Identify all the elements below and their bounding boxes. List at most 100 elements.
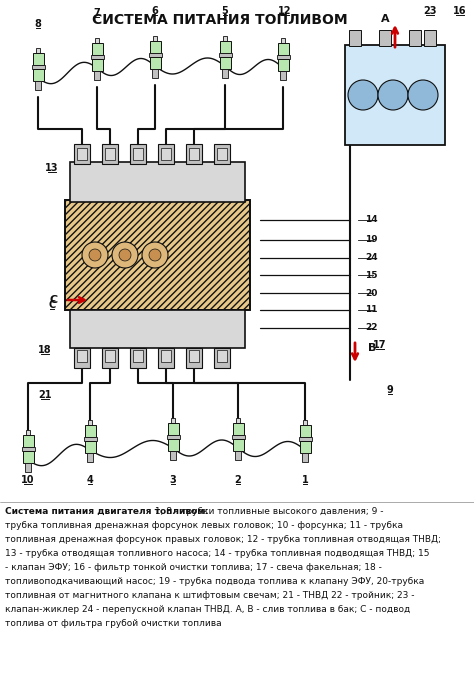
Bar bbox=[77, 350, 87, 362]
Text: топливоподкачивающий насос; 19 - трубка подвода топлива к клапану ЭФУ, 20-трубка: топливоподкачивающий насос; 19 - трубка … bbox=[5, 577, 424, 586]
Bar bbox=[345, 45, 445, 145]
Bar bbox=[223, 36, 227, 41]
Bar bbox=[92, 43, 103, 55]
Circle shape bbox=[149, 249, 161, 261]
Bar bbox=[278, 60, 289, 71]
Circle shape bbox=[142, 242, 168, 268]
Text: 22: 22 bbox=[365, 324, 377, 332]
Bar bbox=[88, 420, 91, 425]
Text: 6: 6 bbox=[152, 6, 158, 16]
Bar bbox=[167, 435, 180, 439]
Text: 8: 8 bbox=[35, 19, 41, 29]
Bar bbox=[278, 43, 289, 55]
Bar bbox=[102, 144, 118, 164]
Bar bbox=[161, 148, 171, 160]
Text: A: A bbox=[382, 14, 390, 24]
Bar bbox=[217, 148, 227, 160]
Bar bbox=[130, 144, 146, 164]
Bar bbox=[32, 65, 45, 69]
Text: Система питания двигателя топливом:: Система питания двигателя топливом: bbox=[5, 507, 208, 516]
Text: 19: 19 bbox=[365, 236, 378, 244]
Bar bbox=[189, 148, 199, 160]
Circle shape bbox=[119, 249, 131, 261]
Bar bbox=[424, 30, 436, 46]
Bar bbox=[158, 144, 174, 164]
Bar bbox=[220, 58, 231, 69]
Text: 1: 1 bbox=[301, 475, 309, 485]
Bar bbox=[152, 69, 158, 78]
Circle shape bbox=[348, 80, 378, 110]
Bar bbox=[168, 423, 179, 435]
Bar bbox=[92, 60, 103, 71]
Bar bbox=[214, 144, 230, 164]
Text: C: C bbox=[48, 300, 55, 310]
Bar bbox=[170, 451, 176, 460]
Bar bbox=[74, 144, 90, 164]
Text: 20: 20 bbox=[365, 288, 377, 297]
Bar bbox=[133, 148, 143, 160]
Bar bbox=[217, 350, 227, 362]
Bar bbox=[65, 200, 250, 310]
Bar bbox=[349, 30, 361, 46]
Bar bbox=[186, 348, 202, 368]
Text: 11: 11 bbox=[365, 305, 377, 315]
Bar bbox=[301, 453, 309, 462]
Bar bbox=[33, 69, 44, 81]
Bar bbox=[300, 441, 311, 453]
Bar bbox=[233, 439, 244, 451]
Bar bbox=[102, 348, 118, 368]
Text: 16: 16 bbox=[453, 6, 467, 16]
Text: 14: 14 bbox=[365, 215, 378, 225]
Text: 4: 4 bbox=[87, 475, 93, 485]
Text: 5: 5 bbox=[222, 6, 228, 16]
Text: 7: 7 bbox=[94, 8, 100, 18]
Bar bbox=[133, 350, 143, 362]
Text: топлива от фильтра грубой очистки топлива: топлива от фильтра грубой очистки топлив… bbox=[5, 619, 222, 628]
Bar bbox=[74, 348, 90, 368]
Text: 10: 10 bbox=[21, 475, 35, 485]
Circle shape bbox=[112, 242, 138, 268]
Text: 17: 17 bbox=[373, 340, 387, 350]
Bar bbox=[409, 30, 421, 46]
Text: 23: 23 bbox=[423, 6, 437, 16]
Bar bbox=[22, 447, 35, 452]
Text: B: B bbox=[368, 343, 376, 353]
Bar bbox=[33, 53, 44, 65]
Circle shape bbox=[378, 80, 408, 110]
Bar bbox=[280, 71, 286, 80]
Bar bbox=[214, 348, 230, 368]
Bar bbox=[220, 41, 231, 53]
Text: 1, 8 - трубки топливные высокого давления; 9 -: 1, 8 - трубки топливные высокого давлени… bbox=[152, 507, 383, 516]
Text: 13 - трубка отводящая топливного насоса; 14 - трубка топливная подводящая ТНВД; : 13 - трубка отводящая топливного насоса;… bbox=[5, 549, 429, 558]
Circle shape bbox=[408, 80, 438, 110]
Bar bbox=[23, 452, 34, 463]
Bar bbox=[299, 437, 312, 441]
Text: 12: 12 bbox=[278, 6, 292, 16]
Bar bbox=[70, 310, 245, 348]
Bar bbox=[235, 451, 241, 460]
Bar bbox=[171, 418, 175, 423]
Text: топливная дренажная форсунок правых головок; 12 - трубка топливная отводящая ТНВ: топливная дренажная форсунок правых голо… bbox=[5, 535, 441, 544]
Bar bbox=[237, 418, 240, 423]
Text: 15: 15 bbox=[365, 271, 377, 280]
Bar bbox=[65, 200, 250, 310]
Bar bbox=[25, 463, 31, 472]
Bar bbox=[95, 38, 99, 43]
Bar bbox=[36, 48, 40, 53]
Text: 24: 24 bbox=[365, 253, 378, 263]
Text: СИСТЕМА ПИТАНИЯ ТОПЛИВОМ: СИСТЕМА ПИТАНИЯ ТОПЛИВОМ bbox=[92, 13, 348, 27]
Bar bbox=[277, 55, 290, 60]
Bar bbox=[303, 420, 307, 425]
Bar bbox=[85, 441, 96, 453]
Bar bbox=[150, 58, 161, 69]
Bar bbox=[161, 350, 171, 362]
Bar bbox=[153, 36, 157, 41]
Bar bbox=[85, 425, 96, 437]
Text: клапан-жиклер 24 - перепускной клапан ТНВД. А, В - слив топлива в бак; С - подво: клапан-жиклер 24 - перепускной клапан ТН… bbox=[5, 605, 410, 614]
Bar bbox=[149, 53, 162, 58]
Bar bbox=[300, 425, 311, 437]
Bar bbox=[186, 144, 202, 164]
Text: - клапан ЭФУ; 16 - фильтр тонкой очистки топлива; 17 - свеча факельная; 18 -: - клапан ЭФУ; 16 - фильтр тонкой очистки… bbox=[5, 563, 382, 572]
Bar bbox=[168, 439, 179, 451]
Text: 18: 18 bbox=[38, 345, 52, 355]
